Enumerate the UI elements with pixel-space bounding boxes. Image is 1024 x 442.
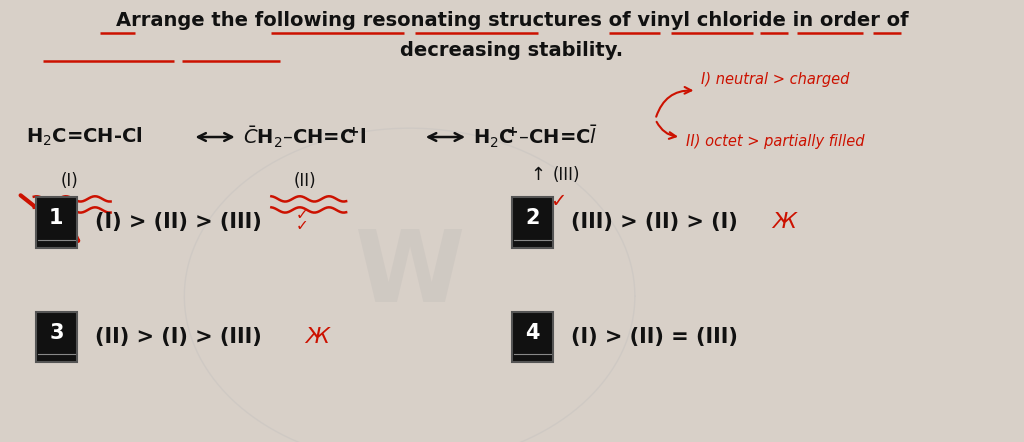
Text: (III): (III)	[553, 166, 581, 183]
Text: Arrange the following resonating structures of vinyl chloride in order of: Arrange the following resonating structu…	[116, 11, 908, 30]
Text: (I): (I)	[60, 172, 79, 190]
Text: 3: 3	[49, 323, 63, 343]
Bar	[512, 312, 553, 362]
Text: (II): (II)	[294, 172, 316, 190]
Text: Ж: Ж	[305, 327, 329, 347]
Text: ✓: ✓	[550, 192, 566, 210]
Text: 2: 2	[525, 208, 540, 228]
Text: Ж: Ж	[772, 212, 796, 232]
Bar	[512, 197, 553, 248]
Text: $\bar{C}$H$_2$–CH=C$\!\!^{\boldsymbol{+}}$l: $\bar{C}$H$_2$–CH=C$\!\!^{\boldsymbol{+}…	[243, 124, 366, 150]
Bar	[36, 312, 77, 362]
Text: ↑: ↑	[530, 166, 545, 183]
Bar	[36, 197, 77, 248]
Text: W: W	[354, 225, 465, 323]
Text: ✓: ✓	[296, 218, 308, 233]
Text: (I) > (II) > (III): (I) > (II) > (III)	[95, 212, 262, 232]
Text: II) octet > partially filled: II) octet > partially filled	[686, 134, 864, 149]
Text: 4: 4	[525, 323, 540, 343]
Text: (II) > (I) > (III): (II) > (I) > (III)	[95, 327, 262, 347]
Text: I) neutral > charged: I) neutral > charged	[701, 72, 850, 87]
Text: decreasing stability.: decreasing stability.	[400, 41, 624, 60]
Text: (III) > (II) > (I): (III) > (II) > (I)	[571, 212, 738, 232]
Text: (I) > (II) = (III): (I) > (II) = (III)	[571, 327, 738, 347]
Text: ✓: ✓	[55, 229, 68, 244]
Text: 1: 1	[49, 208, 63, 228]
Text: H$_2$C=CH-Cl: H$_2$C=CH-Cl	[26, 126, 142, 148]
Text: H$_2$C$\!\!^{\boldsymbol{+}}$–CH=C$\bar{l}$: H$_2$C$\!\!^{\boldsymbol{+}}$–CH=C$\bar{…	[473, 124, 598, 150]
Text: ✓: ✓	[55, 207, 68, 222]
Text: ✓: ✓	[55, 218, 68, 233]
Text: ✓: ✓	[296, 207, 308, 222]
